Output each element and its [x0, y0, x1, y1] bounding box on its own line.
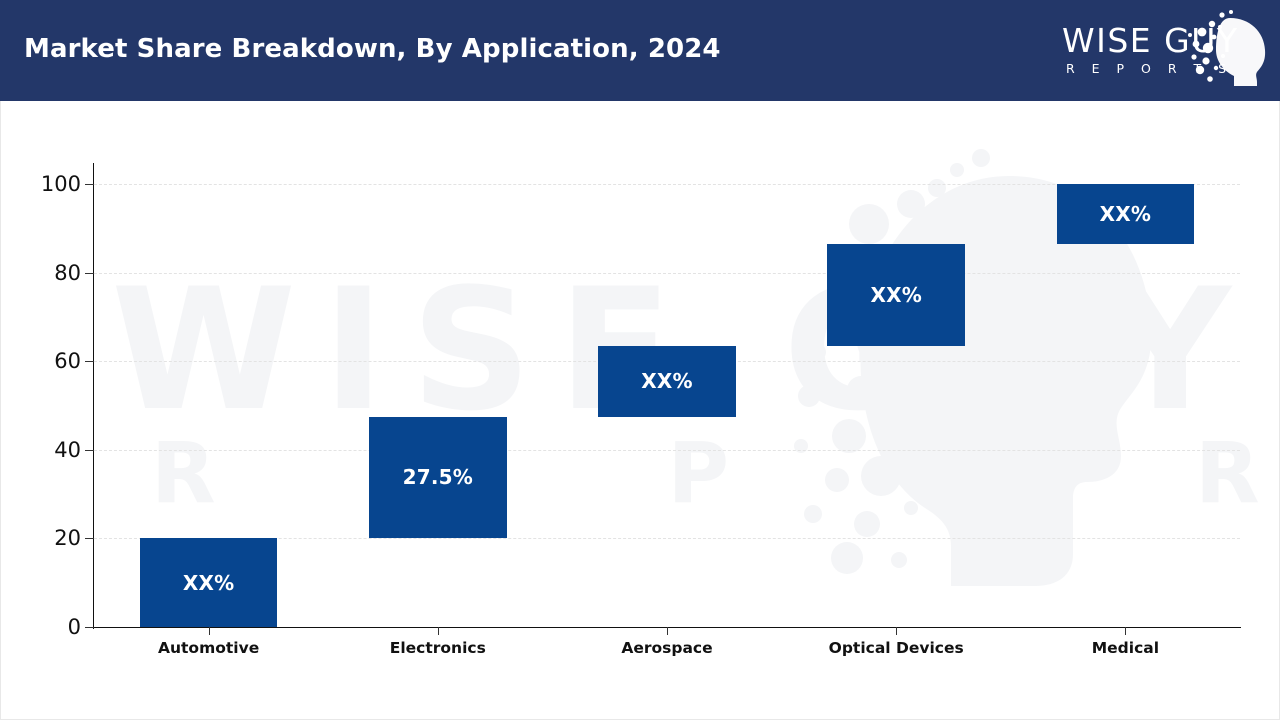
bar-label-automotive: XX%: [182, 570, 235, 595]
page-header: Market Share Breakdown, By Application, …: [0, 0, 1280, 101]
bar-electronics[interactable]: 27.5%: [369, 416, 507, 539]
y-tick-mark-60: [85, 361, 94, 362]
chart-frame: WISE GUY R E P O R T S: [0, 101, 1280, 720]
y-axis-line: [93, 163, 94, 629]
y-tick-label-40: 40: [54, 438, 81, 462]
bar-optical-devices[interactable]: XX%: [827, 243, 965, 346]
x-tick-mark-electronics: [437, 627, 439, 635]
x-axis-label-automotive: Automotive: [157, 639, 260, 657]
x-axis-label-electronics: Electronics: [389, 639, 486, 657]
logo-svg: WISE GUY R E P O R T S: [1062, 10, 1266, 86]
page-title: Market Share Breakdown, By Application, …: [24, 34, 721, 64]
logo-line1-text: WISE GUY: [1062, 21, 1239, 60]
y-tick-mark-20: [85, 538, 94, 539]
logo-line2-text: R E P O R T S: [1066, 61, 1233, 76]
x-tick-mark-automotive: [208, 627, 210, 635]
gridline-40: [94, 450, 1240, 451]
x-tick-mark-medical: [1125, 627, 1127, 635]
y-tick-mark-0: [85, 627, 94, 628]
gridline-80: [94, 273, 1240, 274]
y-tick-label-80: 80: [54, 261, 81, 285]
y-tick-label-60: 60: [54, 349, 81, 373]
y-tick-label-0: 0: [67, 615, 81, 639]
gridline-100: [94, 184, 1240, 185]
bar-label-aerospace: XX%: [641, 369, 693, 394]
y-tick-mark-80: [85, 273, 94, 274]
wiseguy-reports-logo: WISE GUY R E P O R T S: [1024, 10, 1274, 90]
logo-wordmark: WISE GUY R E P O R T S: [1062, 21, 1239, 76]
plot-area: 100 80 60 40 20 0 XX% 27.5%: [1, 101, 1279, 719]
bar-label-medical: XX%: [1099, 201, 1152, 226]
x-tick-mark-aerospace: [667, 627, 668, 635]
bar-aerospace[interactable]: XX%: [598, 345, 736, 417]
y-tick-mark-40: [85, 450, 94, 451]
x-axis-label-optical-devices: Optical Devices: [828, 639, 964, 657]
y-tick-mark-100: [85, 184, 94, 185]
bar-automotive[interactable]: XX%: [139, 538, 278, 627]
bar-label-optical-devices: XX%: [870, 282, 922, 307]
x-tick-mark-optical-devices: [896, 627, 898, 635]
y-tick-label-20: 20: [54, 526, 81, 550]
x-axis-label-medical: Medical: [1091, 639, 1160, 657]
y-tick-label-100: 100: [40, 172, 81, 196]
logo-head-icon: [1188, 10, 1266, 86]
gridline-20: [94, 538, 1240, 539]
x-axis-label-aerospace: Aerospace: [621, 639, 713, 657]
bar-label-electronics: 27.5%: [402, 465, 473, 490]
bar-medical[interactable]: XX%: [1056, 184, 1195, 244]
